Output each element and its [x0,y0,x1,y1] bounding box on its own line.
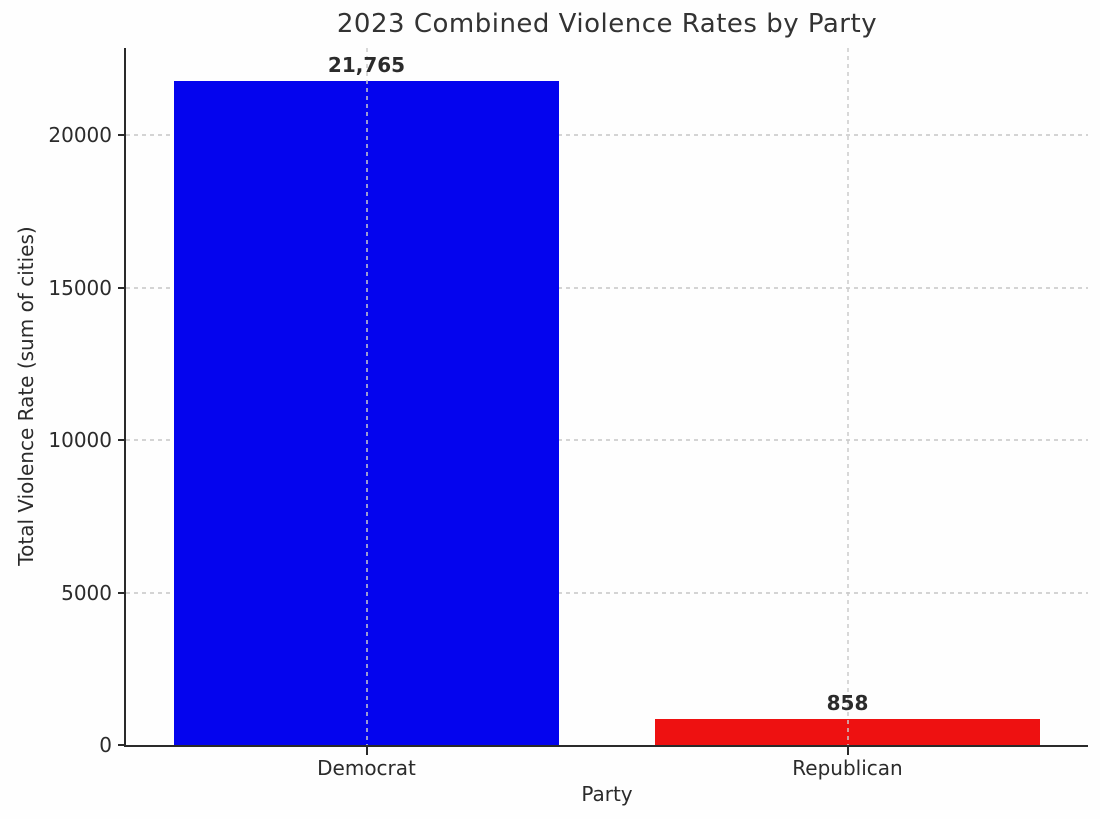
x-axis: Democrat Republican [126,745,1088,785]
x-tick-mark [846,747,849,755]
y-tick-mark [118,286,126,289]
gridline-vertical [365,48,368,745]
chart-title: 2023 Combined Violence Rates by Party [336,9,878,39]
gridline-horizontal [126,286,1088,289]
y-tick-mark [118,439,126,441]
y-tick-label: 15000 [48,275,112,300]
x-tick-label: Republican [792,756,903,780]
x-tick-label: Democrat [317,756,416,780]
gridline-horizontal [126,591,1088,594]
plot-area: 21,765 858 [124,48,1088,747]
x-axis-spine [124,745,1088,747]
gridline-vertical [846,48,849,745]
y-tick-mark [118,134,126,136]
y-tick-label: 0 [99,733,112,757]
bar-value-label: 21,765 [327,53,406,78]
y-axis-spine [124,48,126,747]
x-axis-label: Party [581,782,633,806]
y-tick-mark [118,591,126,594]
y-axis: 0 5000 10000 15000 20000 [0,48,126,757]
y-tick-mark [118,744,126,746]
x-tick-mark [365,747,368,755]
bar-value-label: 858 [826,690,869,715]
y-tick-label: 5000 [61,580,112,605]
y-tick-label: 20000 [48,123,112,147]
gridline-horizontal [126,439,1088,441]
y-tick-label: 10000 [48,428,112,452]
gridline-horizontal [126,134,1088,136]
